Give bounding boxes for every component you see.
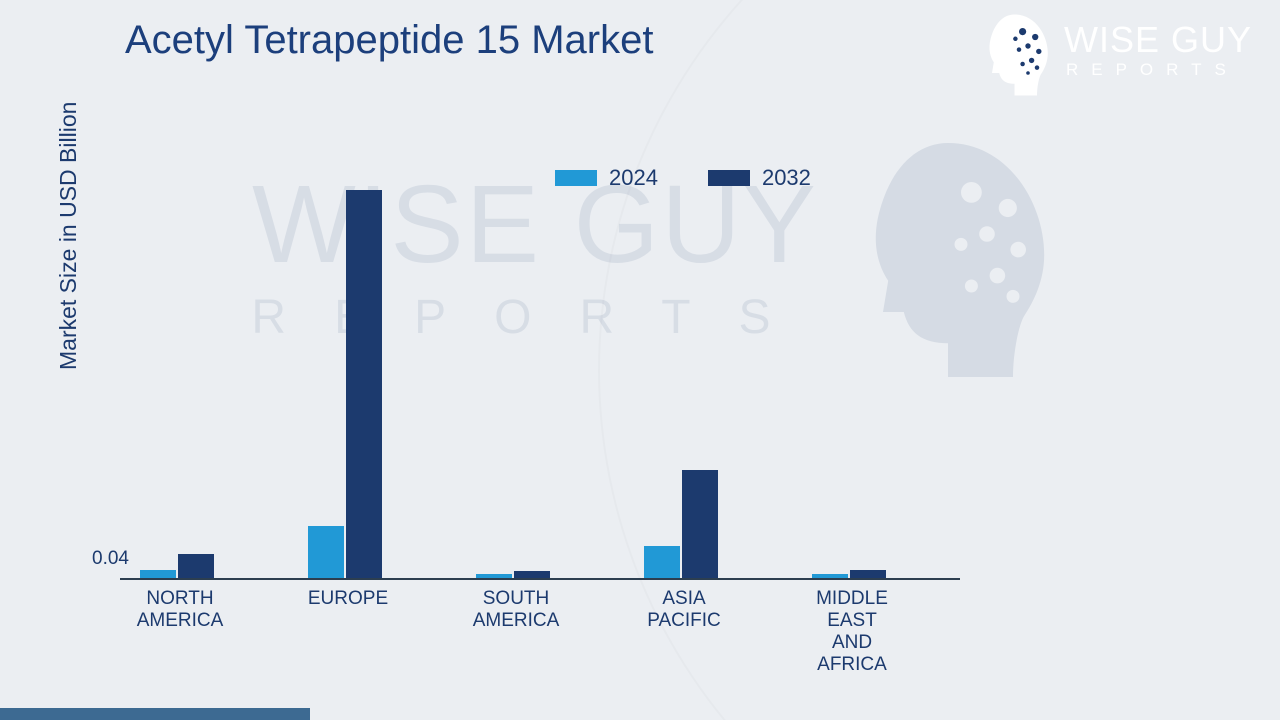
bar	[682, 470, 718, 578]
brand-line1: WISE GUY	[1064, 22, 1252, 58]
bar	[476, 574, 512, 578]
right-brand-panel	[970, 0, 1280, 720]
brand-head-icon	[965, 10, 1055, 100]
page: WISE GUY REPORTS Acetyl Tetrapeptide 15 …	[0, 0, 1280, 720]
x-axis-line	[120, 578, 960, 580]
bar	[514, 571, 550, 578]
footer-accent-bar	[0, 708, 310, 720]
bar	[308, 526, 344, 578]
y-axis-label: Market Size in USD Billion	[55, 102, 82, 370]
bar-chart: NORTHAMERICA0.04EUROPESOUTHAMERICAASIAPA…	[120, 180, 960, 580]
category-label: EUROPE	[278, 588, 418, 610]
bar	[850, 570, 886, 578]
bar	[346, 190, 382, 578]
chart-title: Acetyl Tetrapeptide 15 Market	[125, 18, 653, 63]
category-label: MIDDLEEASTANDAFRICA	[782, 588, 922, 675]
bar-value-label: 0.04	[92, 548, 129, 570]
bar	[812, 574, 848, 578]
category-label: ASIAPACIFIC	[614, 588, 754, 632]
brand-logo-text: WISE GUY REPORTS	[1064, 22, 1252, 80]
bar	[178, 554, 214, 578]
category-label: NORTHAMERICA	[110, 588, 250, 632]
bar	[140, 570, 176, 578]
bar	[644, 546, 680, 578]
category-label: SOUTHAMERICA	[446, 588, 586, 632]
brand-line2: REPORTS	[1066, 60, 1252, 80]
